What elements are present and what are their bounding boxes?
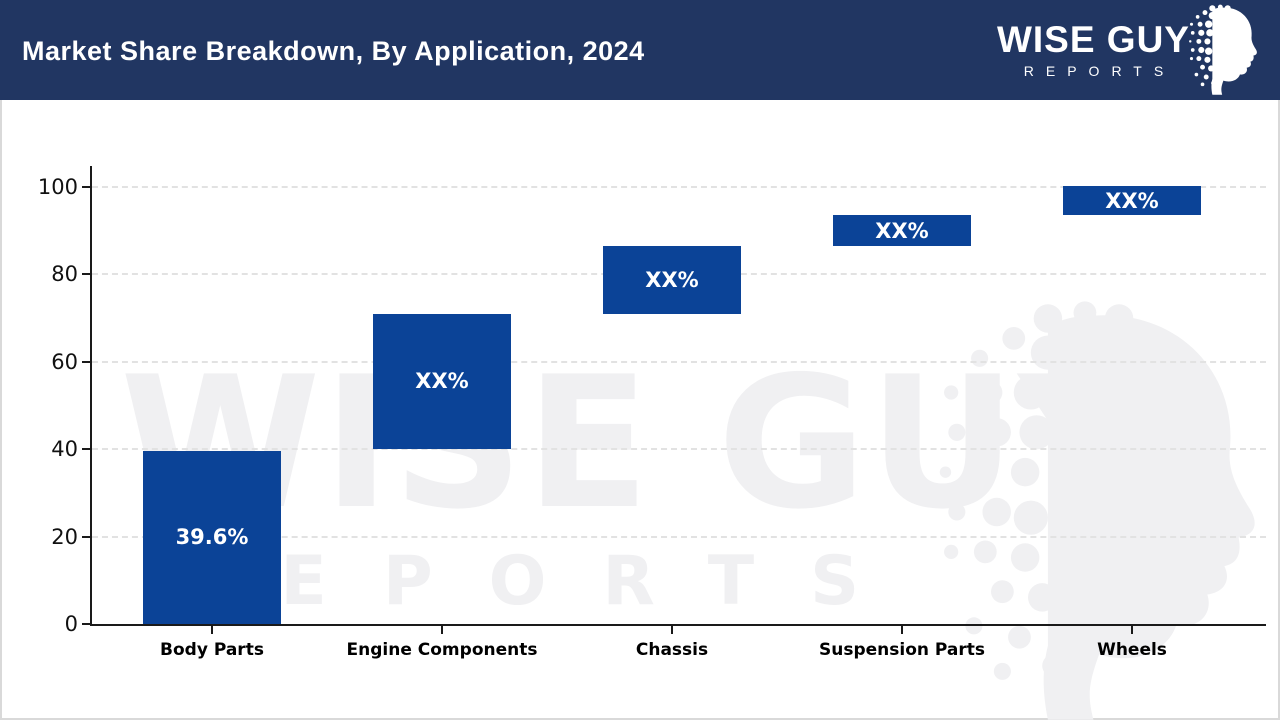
wise-guy-logo: WISE GUY REPORTS (997, 0, 1264, 100)
bar-value-label: XX% (875, 218, 929, 243)
watermark-wise-guy: WISE GUY (120, 337, 1153, 549)
x-axis-tick-mark (671, 626, 673, 634)
y-axis-line (90, 166, 92, 626)
x-axis-tick-mark (1131, 626, 1133, 634)
bar-value-label: XX% (645, 267, 699, 292)
category-label-chassis: Chassis (635, 640, 709, 660)
gridline-60 (92, 360, 1266, 363)
bar-value-label: 39.6% (175, 525, 249, 550)
x-axis-line (90, 624, 1266, 626)
dotted-head-icon (1184, 4, 1264, 96)
plot: 0 20 40 60 80 100 39.6% Body Parts XX% Engine Com… (2, 100, 1278, 718)
category-label-suspension-parts: Suspension Parts (818, 640, 985, 660)
x-axis-tick-mark (901, 626, 903, 634)
category-label-engine-components: Engine Components (346, 640, 538, 660)
y-axis-tick-label: 60 (51, 349, 78, 374)
x-axis-tick-mark (441, 626, 443, 634)
y-axis-tick-mark (82, 360, 92, 363)
category-label-wheels: Wheels (1097, 640, 1167, 660)
header: Market Share Breakdown, By Application, … (0, 0, 1280, 100)
chart-title: Market Share Breakdown, By Application, … (22, 36, 645, 66)
bar-chassis: XX% (603, 245, 741, 314)
y-axis-tick-mark (82, 535, 92, 538)
logo-line-reports: REPORTS (1023, 63, 1176, 79)
y-axis-tick-mark (82, 448, 92, 451)
y-axis-tick-label: 20 (51, 524, 78, 549)
bar-wheels: XX% (1063, 185, 1201, 216)
logo-line-wise-guy: WISE GUY (996, 19, 1190, 60)
y-axis-tick-mark (82, 623, 92, 625)
bar-value-label: XX% (415, 369, 469, 394)
y-axis-tick-mark (82, 186, 92, 188)
y-axis-tick-label: 0 (64, 612, 78, 636)
watermark-reports: REPORTS (172, 542, 916, 621)
gridline-40 (92, 448, 1266, 451)
bar-engine-components: XX% (373, 313, 511, 450)
logo-wordmark: WISE GUY REPORTS (997, 21, 1190, 79)
x-axis-tick-mark (211, 626, 213, 634)
gridline-20 (92, 535, 1266, 538)
gridline-100 (92, 186, 1266, 188)
y-axis-tick-mark (82, 273, 92, 276)
y-axis-tick-label: 80 (51, 262, 78, 287)
chart-area: WISE GUY REPORTS 0 20 40 60 80 100 39.6% Body P… (0, 100, 1280, 720)
bar-body-parts: 39.6% (143, 450, 281, 624)
y-axis-tick-label: 40 (51, 437, 78, 462)
bar-value-label: XX% (1105, 188, 1159, 213)
category-label-body-parts: Body Parts (160, 640, 264, 660)
bar-suspension-parts: XX% (833, 215, 971, 246)
y-axis-tick-label: 100 (37, 175, 78, 199)
